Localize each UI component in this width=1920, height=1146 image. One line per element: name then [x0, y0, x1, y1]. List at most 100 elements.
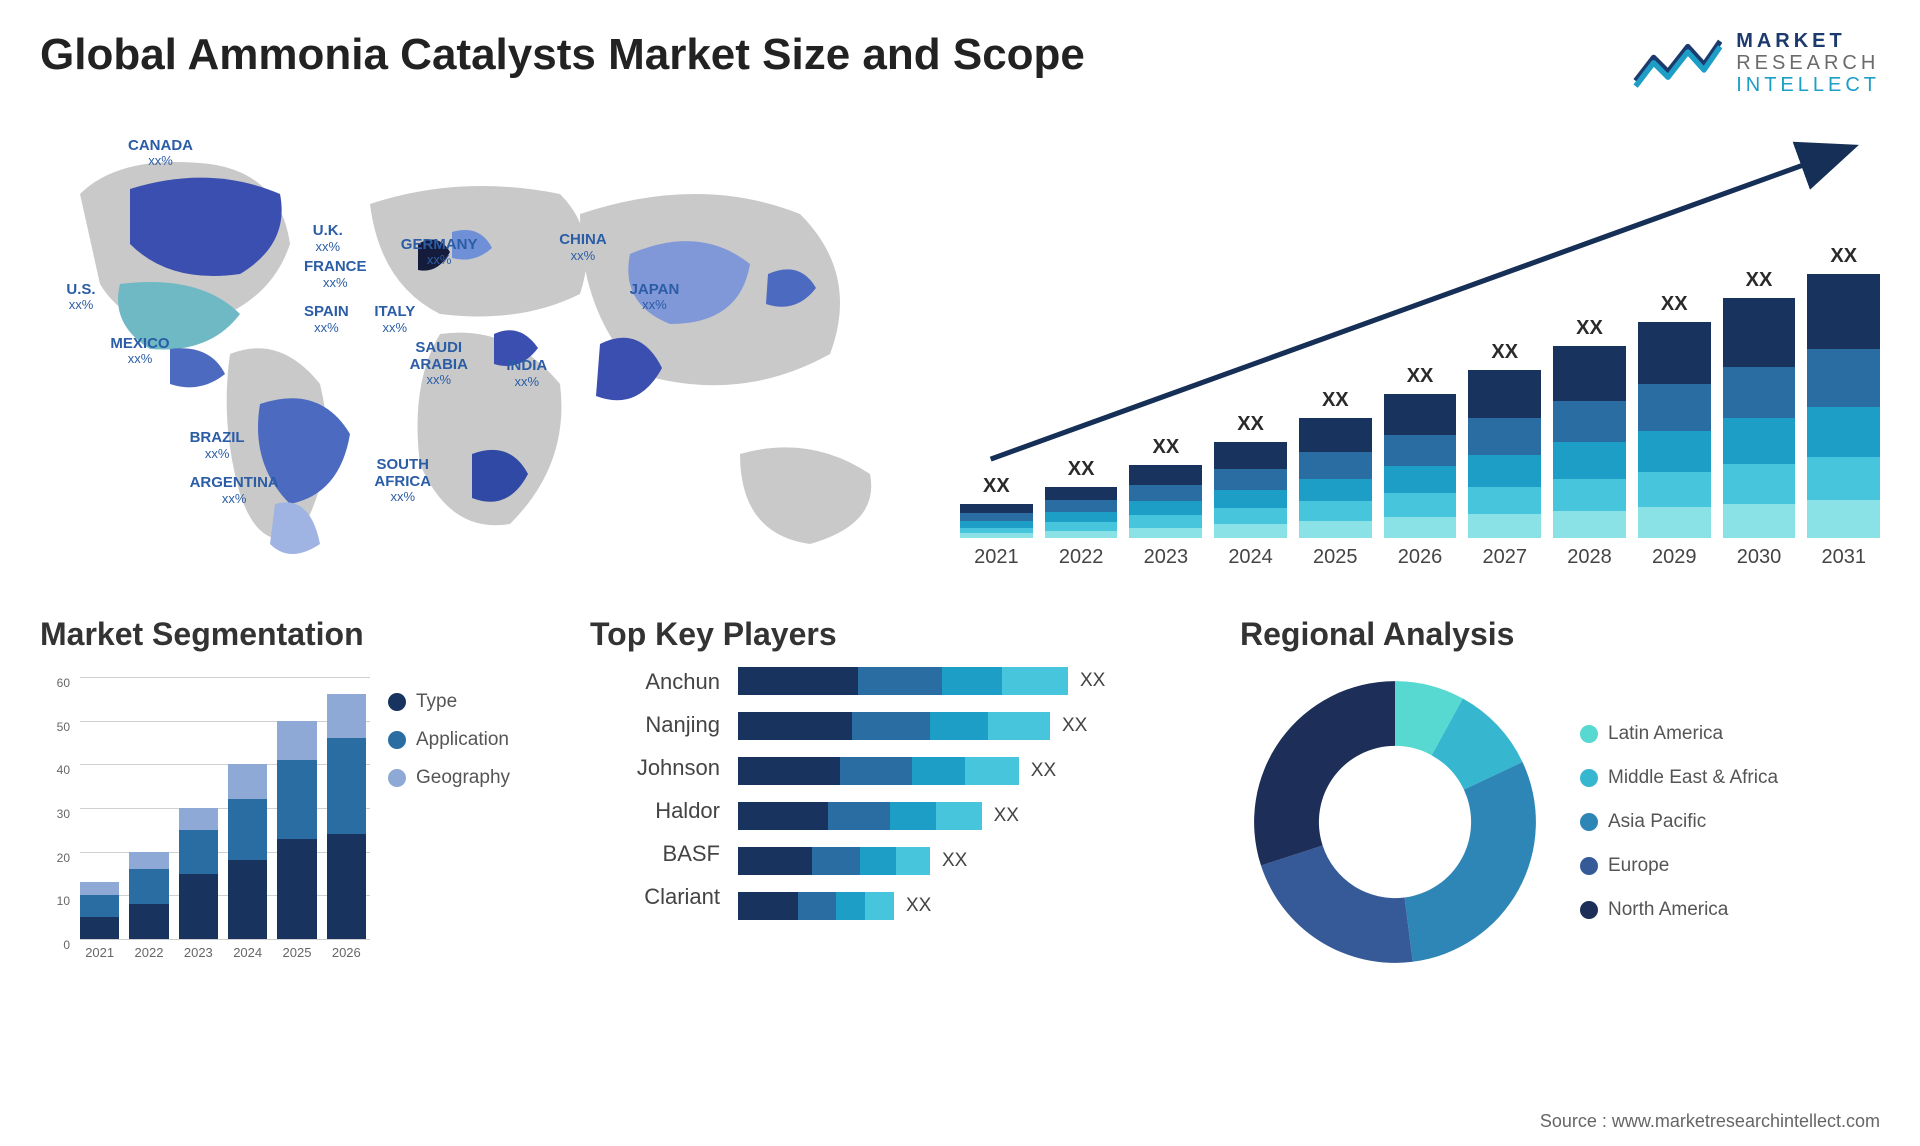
- growth-bar-segment: [1468, 514, 1541, 538]
- growth-bar-segment: [1553, 346, 1626, 401]
- growth-bar-value: XX: [1576, 317, 1603, 340]
- growth-bar-segment: [1468, 370, 1541, 418]
- key-player-bar-segment: [852, 712, 930, 740]
- segmentation-x-axis: 202120222023202420252026: [80, 945, 366, 967]
- legend-swatch: [388, 693, 406, 711]
- legend-label: Asia Pacific: [1608, 811, 1706, 833]
- world-map-svg: [40, 124, 920, 574]
- growth-bar-segment: [1723, 418, 1796, 464]
- segmentation-y-tick: 60: [40, 676, 70, 690]
- growth-bar-segment: [1384, 517, 1457, 538]
- growth-bar-value: XX: [1322, 389, 1349, 412]
- growth-bar: [1299, 418, 1372, 538]
- key-player-bar-segment: [930, 712, 988, 740]
- world-map: CANADAxx%U.S.xx%MEXICOxx%BRAZILxx%ARGENT…: [40, 124, 920, 574]
- regional-legend-item: Europe: [1580, 855, 1778, 877]
- segmentation-legend-item: Geography: [388, 767, 510, 789]
- growth-bar-segment: [1129, 501, 1202, 515]
- key-player-value: XX: [906, 895, 931, 917]
- legend-swatch: [1580, 725, 1598, 743]
- donut-segment: [1261, 846, 1413, 963]
- segmentation-bar: [327, 694, 366, 939]
- legend-swatch: [388, 769, 406, 787]
- growth-bar-segment: [1299, 452, 1372, 478]
- growth-x-tick: 2030: [1723, 546, 1796, 574]
- growth-bar-value: XX: [983, 475, 1010, 498]
- key-player-name: Nanjing: [590, 712, 720, 738]
- top-row: CANADAxx%U.S.xx%MEXICOxx%BRAZILxx%ARGENT…: [40, 124, 1880, 574]
- growth-bar-segment: [1638, 507, 1711, 538]
- growth-bar-col: XX: [1384, 365, 1457, 538]
- bottom-row: Market Segmentation 0102030405060 202120…: [40, 616, 1880, 977]
- growth-bar-segment: [1214, 469, 1287, 490]
- key-player-name: Anchun: [590, 669, 720, 695]
- segmentation-bars: [80, 677, 366, 939]
- growth-bar: [1045, 487, 1118, 538]
- legend-swatch: [1580, 769, 1598, 787]
- growth-bar: [1129, 465, 1202, 538]
- page-title: Global Ammonia Catalysts Market Size and…: [40, 30, 1085, 80]
- brand-logo: MARKET RESEARCH INTELLECT: [1632, 30, 1880, 96]
- brand-logo-text: MARKET RESEARCH INTELLECT: [1736, 30, 1880, 96]
- segmentation-chart: 0102030405060 202120222023202420252026: [40, 667, 370, 967]
- key-player-bar-segment: [860, 847, 896, 875]
- growth-bar-col: XX: [960, 475, 1033, 538]
- segmentation-bar: [80, 882, 119, 939]
- logo-line-3: INTELLECT: [1736, 74, 1880, 96]
- donut-segment: [1254, 681, 1395, 865]
- country-label: ARGENTINAxx%: [190, 475, 279, 506]
- segmentation-y-tick: 50: [40, 720, 70, 734]
- growth-bar-segment: [1807, 349, 1880, 406]
- growth-bar-segment: [1638, 322, 1711, 384]
- growth-bar-segment: [1045, 512, 1118, 522]
- segmentation-bar-segment: [327, 738, 366, 834]
- key-player-bar-segment: [738, 802, 828, 830]
- key-player-bar-segment: [812, 847, 860, 875]
- legend-swatch: [388, 731, 406, 749]
- country-label: CANADAxx%: [128, 138, 193, 169]
- key-players-bars: XXXXXXXXXXXX: [738, 667, 1210, 920]
- growth-bars: XXXXXXXXXXXXXXXXXXXXXX: [960, 192, 1880, 538]
- growth-bar-segment: [960, 521, 1033, 528]
- legend-label: Middle East & Africa: [1608, 767, 1778, 789]
- growth-bar-segment: [1214, 490, 1287, 508]
- growth-x-tick: 2022: [1045, 546, 1118, 574]
- key-player-bar-segment: [912, 757, 965, 785]
- legend-label: North America: [1608, 899, 1728, 921]
- growth-x-tick: 2027: [1468, 546, 1541, 574]
- segmentation-bar-segment: [277, 721, 316, 760]
- growth-bar-segment: [1214, 508, 1287, 524]
- growth-bar-segment: [1553, 442, 1626, 479]
- growth-bar-segment: [1553, 511, 1626, 538]
- country-label: FRANCExx%: [304, 259, 367, 290]
- key-player-bar-segment: [738, 757, 840, 785]
- country-label: INDIAxx%: [506, 358, 547, 389]
- legend-label: Latin America: [1608, 723, 1723, 745]
- segmentation-y-tick: 10: [40, 894, 70, 908]
- legend-swatch: [1580, 857, 1598, 875]
- growth-bar-segment: [1468, 418, 1541, 455]
- segmentation-bar-segment: [129, 869, 168, 904]
- growth-chart: XXXXXXXXXXXXXXXXXXXXXX 20212022202320242…: [960, 124, 1880, 574]
- growth-x-tick: 2021: [960, 546, 1033, 574]
- segmentation-title: Market Segmentation: [40, 616, 560, 653]
- growth-bar-segment: [1384, 466, 1457, 493]
- key-player-row: XX: [738, 892, 1210, 920]
- key-player-bar-segment: [1002, 667, 1068, 695]
- segmentation-bar-segment: [179, 830, 218, 874]
- segmentation-panel: Market Segmentation 0102030405060 202120…: [40, 616, 560, 977]
- growth-bar-segment: [1129, 528, 1202, 538]
- regional-donut: [1240, 667, 1550, 977]
- key-player-bar-segment: [828, 802, 890, 830]
- country-label: SPAINxx%: [304, 304, 349, 335]
- growth-bar-value: XX: [1152, 436, 1179, 459]
- key-player-name: Johnson: [590, 755, 720, 781]
- segmentation-legend-item: Application: [388, 729, 510, 751]
- regional-legend: Latin America Middle East & Africa Asia Pa…: [1580, 723, 1778, 921]
- key-player-bar-segment: [965, 757, 1019, 785]
- growth-bar-col: XX: [1553, 317, 1626, 538]
- segmentation-bar-segment: [228, 799, 267, 860]
- segmentation-x-tick: 2021: [80, 945, 119, 967]
- key-player-row: XX: [738, 802, 1210, 830]
- growth-bar-segment: [1045, 531, 1118, 538]
